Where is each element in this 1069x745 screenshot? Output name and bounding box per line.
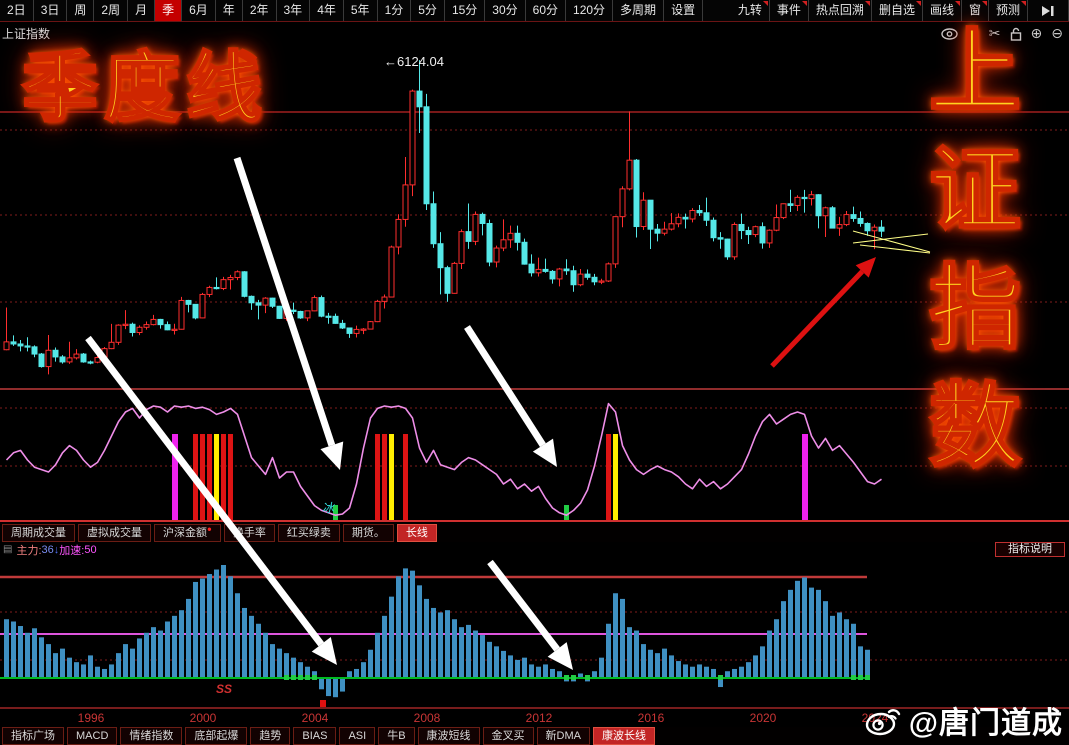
- tab-周期成交量[interactable]: 周期成交量: [2, 523, 75, 542]
- tab-新DMA[interactable]: 新DMA: [536, 727, 590, 745]
- svg-text:2020: 2020: [750, 711, 777, 725]
- period-button-1分[interactable]: 1分: [378, 0, 412, 21]
- main-force-label: 主力:: [16, 544, 42, 557]
- tab-BIAS[interactable]: BIAS: [293, 727, 337, 745]
- hand-icon[interactable]: [967, 27, 980, 41]
- svg-text:1996: 1996: [78, 711, 105, 725]
- svg-text:SS: SS: [216, 682, 232, 696]
- tool-button-九转[interactable]: 九转: [731, 0, 770, 21]
- period-button-设置[interactable]: 设置: [664, 0, 704, 21]
- volume-panel: SS: [0, 557, 1069, 709]
- period-button-60分[interactable]: 60分: [526, 0, 567, 21]
- tab-红买绿卖[interactable]: 红买绿卖: [277, 523, 340, 542]
- tab-金叉买[interactable]: 金叉买: [482, 727, 534, 745]
- index-vertical-caption: 上证指数: [900, 14, 1050, 486]
- period-button-3日[interactable]: 3日: [34, 0, 68, 21]
- tab-情绪指数[interactable]: 情绪指数: [120, 727, 183, 745]
- quarterly-line-caption: 季度线: [21, 42, 268, 134]
- svg-text:冰: 冰: [322, 501, 336, 515]
- watermark: @唐门道成: [865, 698, 1063, 742]
- period-button-5年[interactable]: 5年: [344, 0, 378, 21]
- vertical-caption-char: 证: [928, 136, 1023, 246]
- tool-button-窗[interactable]: 窗: [962, 0, 989, 21]
- period-button-3年[interactable]: 3年: [277, 0, 311, 21]
- period-button-120分[interactable]: 120分: [566, 0, 614, 21]
- period-button-2周[interactable]: 2周: [94, 0, 129, 21]
- tab-指标广场[interactable]: 指标广场: [2, 727, 64, 745]
- weibo-icon: [865, 709, 900, 736]
- chart-tool-icons: ✂ ⊕ ⊖: [941, 25, 1063, 42]
- zoom-in-icon[interactable]: ⊕: [1030, 25, 1043, 41]
- accel-value: 50: [84, 543, 97, 556]
- vertical-caption-char: 数: [928, 372, 1023, 482]
- svg-text:2000: 2000: [190, 711, 217, 725]
- symbol-label: 上证指数: [2, 27, 51, 41]
- svg-text:2016: 2016: [638, 711, 665, 725]
- period-button-30分[interactable]: 30分: [485, 0, 526, 21]
- zoom-out-icon[interactable]: ⊖: [1051, 25, 1063, 41]
- down-arrow-icon: ↓: [53, 543, 60, 556]
- tab-长线[interactable]: 长线: [396, 523, 437, 542]
- eye-icon[interactable]: [941, 27, 958, 40]
- tool-button-删自选[interactable]: 删自选: [872, 0, 923, 21]
- tab-趋势[interactable]: 趋势: [250, 727, 291, 745]
- tab-期货。[interactable]: 期货。: [342, 523, 394, 542]
- indicator-tabbar-middle: 周期成交量 虚拟成交量 沪深金额● 换手率 红买绿卖 期货。 长线: [0, 523, 1069, 543]
- svg-text:2008: 2008: [414, 711, 441, 725]
- svg-text:2012: 2012: [526, 711, 553, 725]
- tab-ASI[interactable]: ASI: [339, 727, 376, 745]
- tool-button-预测[interactable]: 预测: [989, 0, 1028, 21]
- period-button-周[interactable]: 周: [67, 0, 95, 21]
- tab-沪深金额[interactable]: 沪深金额●: [154, 523, 221, 542]
- period-button-2年[interactable]: 2年: [243, 0, 277, 21]
- indicator-tabbar-bottom: 指标广场 MACD 情绪指数 底部起爆 趋势 BIAS ASI 牛B 康波短线 金叉买 新DMA 康波…: [0, 727, 1069, 745]
- tab-牛B[interactable]: 牛B: [378, 727, 415, 745]
- lock-icon[interactable]: [1010, 27, 1022, 41]
- period-button-15分[interactable]: 15分: [445, 0, 486, 21]
- tab-虚拟成交量[interactable]: 虚拟成交量: [78, 523, 151, 542]
- tool-button-事件[interactable]: 事件: [770, 0, 809, 21]
- red-dot-badge: ●: [207, 523, 212, 533]
- tab-换手率[interactable]: 换手率: [223, 523, 275, 542]
- tab-MACD[interactable]: MACD: [67, 727, 118, 745]
- main-force-value: 36: [41, 543, 54, 556]
- tool-button-画线[interactable]: 画线: [923, 0, 962, 21]
- period-button-年[interactable]: 年: [216, 0, 243, 21]
- period-button-多周期[interactable]: 多周期: [613, 0, 665, 21]
- accel-label: 加速:: [59, 544, 85, 557]
- tab-康波长线[interactable]: 康波长线: [593, 727, 655, 745]
- period-button-季[interactable]: 季: [155, 0, 183, 21]
- svg-text:←6124.04: ←6124.04: [384, 54, 444, 69]
- tab-康波短线[interactable]: 康波短线: [417, 727, 480, 745]
- vertical-caption-char: 指: [928, 254, 1023, 364]
- svg-text:2004: 2004: [302, 711, 329, 725]
- tab-底部起爆[interactable]: 底部起爆: [185, 727, 248, 745]
- scissors-icon[interactable]: ✂: [988, 25, 1001, 41]
- period-button-2日[interactable]: 2日: [0, 0, 34, 21]
- period-button-6月[interactable]: 6月: [182, 0, 216, 21]
- indicator-status-row: ▤ 主力: 36 ↓ 加速: 50 指标说明: [0, 542, 1069, 557]
- period-toolbar: 2日 3日周 2周月季 6月年 2年 3年 4年 5年 1分 5分 15分 30分 60分 120分 多周期…: [0, 0, 1069, 22]
- volume-chart: SS: [0, 565, 1069, 709]
- vertical-caption-char: 上: [928, 18, 1023, 128]
- period-button-月[interactable]: 月: [128, 0, 156, 21]
- period-button-4年[interactable]: 4年: [310, 0, 344, 21]
- watermark-handle: @唐门道成: [908, 707, 1063, 740]
- period-button-5分[interactable]: 5分: [411, 0, 445, 21]
- toolbar-spacer: [703, 0, 731, 21]
- indicator-help-button[interactable]: 指标说明: [995, 542, 1065, 557]
- grid-icon: ▤: [3, 544, 13, 555]
- tool-button-热点回溯[interactable]: 热点回溯: [809, 0, 872, 21]
